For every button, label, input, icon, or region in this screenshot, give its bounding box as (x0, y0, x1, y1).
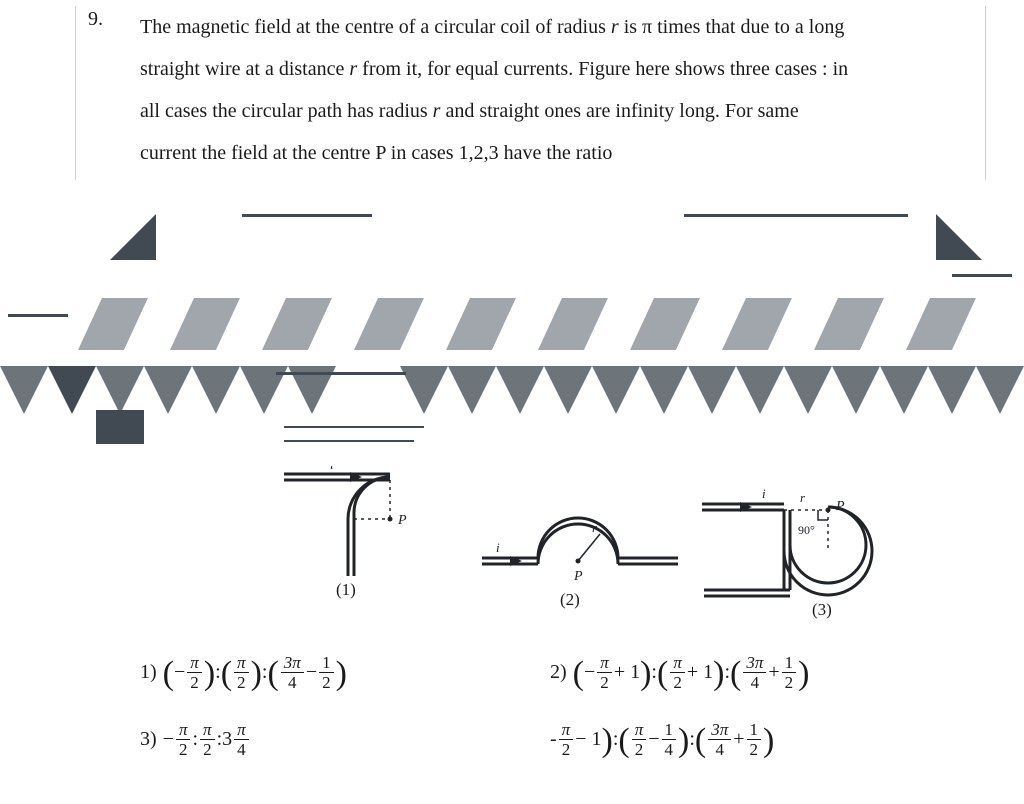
o2-t3a-den: 4 (748, 673, 763, 691)
decorative-band (0, 214, 1024, 444)
figure-2: P r i (480, 488, 680, 588)
o4-t3a-num: 3π (708, 721, 731, 740)
o4-t3b-den: 2 (747, 740, 762, 758)
option-3: 3) −π2 : π2 : 3π4 (140, 721, 550, 758)
figure-3: P r 90° i (700, 472, 930, 612)
qline1b: is π times that due to a long (619, 16, 845, 38)
o4-t2b-den: 4 (662, 740, 677, 758)
stripe-row-top (78, 298, 1018, 350)
underline-top-right (952, 274, 1012, 277)
o2-t3b-den: 2 (782, 673, 797, 691)
dark-block-bottom (96, 410, 144, 444)
o3-mult: 3 (222, 728, 232, 751)
triangle-top-left (110, 214, 156, 260)
o4-t2a-den: 2 (632, 740, 647, 758)
figure-1-label: (1) (336, 580, 356, 600)
figure-1: P i (278, 466, 458, 586)
o3-t1-num: π (176, 721, 191, 740)
var-r2: r (349, 58, 357, 80)
o4-t1-den: 2 (559, 740, 574, 758)
line-mid-left (8, 314, 68, 317)
o4-t3a-den: 4 (713, 740, 728, 758)
qline4: current the field at the centre P in cas… (140, 142, 612, 164)
o1-t2-den: 2 (234, 673, 249, 691)
o3-t2-den: 2 (200, 740, 215, 758)
right-rule (985, 6, 986, 180)
gap-underline2 (284, 440, 414, 442)
o2-t3a-num: 3π (743, 654, 766, 673)
gap-underline (284, 426, 424, 428)
option-2: 2) (−π2+ 1) : (π2+ 1) : (3π4+12) (550, 654, 960, 691)
fig3-angle: 90° (798, 523, 815, 537)
o1-t3b-num: 1 (319, 654, 334, 673)
o2-t3b-num: 1 (782, 654, 797, 673)
o1-t3a-num: 3π (281, 654, 304, 673)
o2-plus: + (768, 661, 779, 684)
line-top-right (684, 214, 908, 217)
o4-minus: − (648, 728, 659, 751)
var-r1: r (611, 16, 619, 38)
line-top-left (242, 214, 372, 217)
fig3-current: i (762, 486, 766, 501)
o1-t3b-den: 2 (319, 673, 334, 691)
figure-3-label: (3) (812, 600, 832, 620)
question-block: 9. The magnetic field at the centre of a… (75, 6, 998, 180)
qline1a: The magnetic field at the centre of a ci… (140, 16, 611, 38)
o2-t2-num: π (670, 654, 685, 673)
o4-t1-num: π (559, 721, 574, 740)
o3-t2-num: π (200, 721, 215, 740)
triangle-row-bottom (0, 366, 1024, 414)
o3-t3-den: 4 (234, 740, 249, 758)
o3-t1-den: 2 (176, 740, 191, 758)
o4-plus: + (733, 728, 744, 751)
qline2a: straight wire at a distance (140, 58, 349, 80)
o2-t1-num: π (597, 654, 612, 673)
triangle-top-right (936, 214, 982, 260)
o2-t2-den: 2 (670, 673, 685, 691)
o4-minus1: − 1 (575, 728, 601, 751)
option-1: 1) (−π2) : (π2) : (3π4 − 12) (140, 654, 550, 691)
o2-t1-den: 2 (597, 673, 612, 691)
o2-plus1: + 1 (614, 661, 640, 684)
qline3a: all cases the circular path has radius (140, 100, 433, 122)
question-text: The magnetic field at the centre of a ci… (140, 6, 848, 180)
option-1-lead: 1) (140, 661, 157, 684)
o1-t1-num: π (187, 654, 202, 673)
question-number: 9. (88, 6, 140, 180)
figures-row: P i (1) P r i (2) (0, 466, 1024, 636)
option-4: -π2− 1) : (π2−14) : (3π4+12) (550, 721, 960, 758)
o4-t2b-num: 1 (662, 721, 677, 740)
o3-t3-num: π (234, 721, 249, 740)
o1-t3a-den: 4 (285, 673, 300, 691)
svg-text:P: P (397, 513, 407, 528)
svg-text:P: P (835, 499, 845, 514)
option-2-lead: 2) (550, 661, 567, 684)
qline2b: from it, for equal currents. Figure here… (357, 58, 848, 80)
option-3-lead: 3) (140, 728, 157, 751)
o4-t3b-num: 1 (747, 721, 762, 740)
svg-text:r: r (800, 490, 806, 505)
options-block: 1) (−π2) : (π2) : (3π4 − 12) 2) (−π2+ 1)… (140, 654, 960, 788)
o4-t2a-num: π (632, 721, 647, 740)
o1-t1-den: 2 (187, 673, 202, 691)
o2-plus1b: + 1 (687, 661, 713, 684)
qline3b: and straight ones are infinity long. For… (440, 100, 798, 122)
fig1-current: i (330, 466, 334, 472)
figure-2-label: (2) (560, 590, 580, 610)
gap-line (276, 372, 406, 375)
fig2-current: i (496, 540, 500, 555)
o1-t2-num: π (234, 654, 249, 673)
svg-text:P: P (573, 569, 583, 584)
